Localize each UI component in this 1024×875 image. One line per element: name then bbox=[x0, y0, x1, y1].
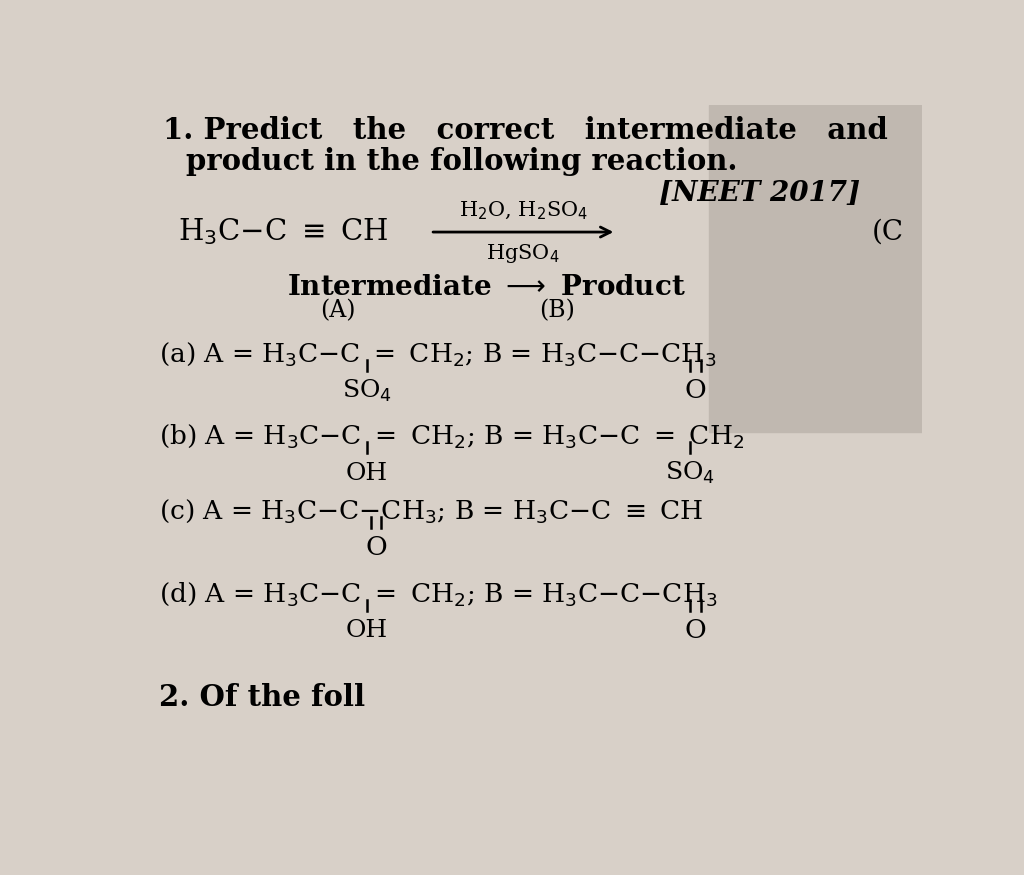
Text: SO$_4$: SO$_4$ bbox=[342, 378, 392, 403]
Text: Intermediate $\longrightarrow$ Product: Intermediate $\longrightarrow$ Product bbox=[287, 274, 685, 301]
Text: [NEET 2017]: [NEET 2017] bbox=[658, 180, 860, 207]
Text: (B): (B) bbox=[539, 299, 574, 322]
Text: OH: OH bbox=[346, 620, 388, 642]
Text: SO$_4$: SO$_4$ bbox=[665, 460, 715, 486]
Bar bbox=[710, 105, 922, 432]
Text: O: O bbox=[366, 536, 387, 560]
Text: H$_3$C$-$C $\equiv$ CH: H$_3$C$-$C $\equiv$ CH bbox=[178, 217, 389, 248]
Text: (c) A = H$_3$C$-$C$-$CH$_3$; B = H$_3$C$-$C $\equiv$ CH: (c) A = H$_3$C$-$C$-$CH$_3$; B = H$_3$C$… bbox=[159, 497, 703, 525]
Text: (a) A = H$_3$C$-$C $=$ CH$_2$; B = H$_3$C$-$C$-$CH$_3$: (a) A = H$_3$C$-$C $=$ CH$_2$; B = H$_3$… bbox=[159, 340, 717, 368]
Text: (C: (C bbox=[872, 219, 904, 246]
Text: (b) A = H$_3$C$-$C $=$ CH$_2$; B = H$_3$C$-$C $=$ CH$_2$: (b) A = H$_3$C$-$C $=$ CH$_2$; B = H$_3$… bbox=[159, 422, 744, 450]
Text: HgSO$_4$: HgSO$_4$ bbox=[486, 242, 560, 265]
Text: O: O bbox=[684, 378, 707, 403]
Text: 1. Predict   the   correct   intermediate   and: 1. Predict the correct intermediate and bbox=[163, 116, 888, 145]
Text: OH: OH bbox=[346, 461, 388, 485]
Text: H$_2$O, H$_2$SO$_4$: H$_2$O, H$_2$SO$_4$ bbox=[459, 200, 588, 221]
Text: 2. Of the foll: 2. Of the foll bbox=[159, 683, 366, 712]
Text: O: O bbox=[684, 619, 707, 643]
Text: (d) A = H$_3$C$-$C $=$ CH$_2$; B = H$_3$C$-$C$-$CH$_3$: (d) A = H$_3$C$-$C $=$ CH$_2$; B = H$_3$… bbox=[159, 580, 718, 608]
Text: (A): (A) bbox=[321, 299, 355, 322]
Text: product in the following reaction.: product in the following reaction. bbox=[186, 147, 737, 176]
